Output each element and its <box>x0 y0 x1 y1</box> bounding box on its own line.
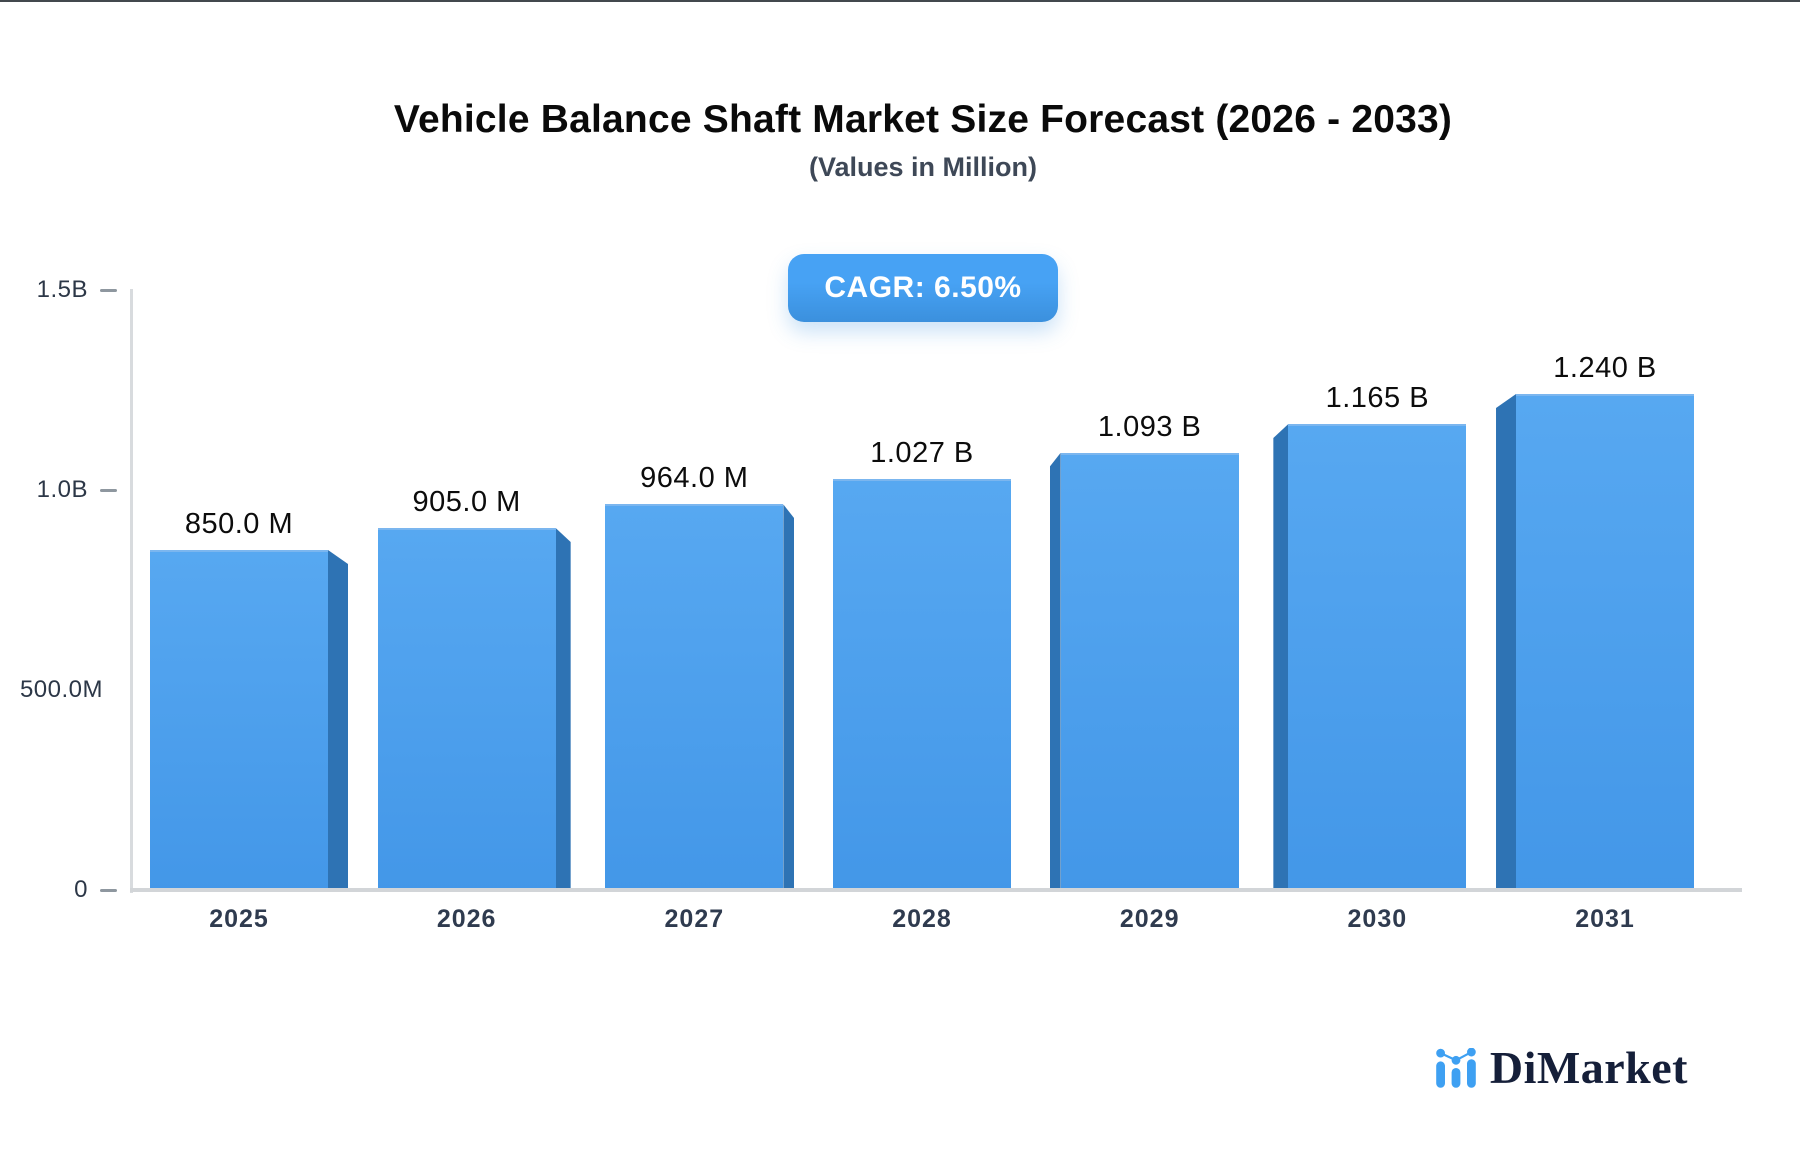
x-axis-label: 2030 <box>1347 905 1408 933</box>
y-axis-tick-mark <box>100 488 117 492</box>
bar <box>377 528 556 892</box>
y-axis-line <box>130 289 133 893</box>
x-axis-label: 2026 <box>436 905 497 933</box>
y-axis-tick-mark <box>100 288 117 292</box>
x-axis-label: 2031 <box>1575 905 1635 933</box>
y-axis-tick-label: 1.5B <box>36 276 88 303</box>
bar-value-label: 850.0 M <box>184 508 294 540</box>
bar-value-label: 964.0 M <box>640 462 749 495</box>
y-axis-tick-label: 0 <box>74 876 88 903</box>
bar <box>605 504 784 892</box>
bar <box>1516 394 1695 892</box>
y-axis-tick-mark <box>100 888 117 892</box>
x-axis-label: 2027 <box>664 905 725 933</box>
chart-title: Vehicle Balance Shaft Market Size Foreca… <box>393 98 1453 141</box>
bar-value-label: 1.165 B <box>1325 382 1430 414</box>
bar <box>1060 452 1239 892</box>
bar-value-label: 1.093 B <box>1097 410 1202 443</box>
bar-side-face <box>783 504 795 892</box>
bar-side-face <box>1496 394 1517 892</box>
chart-subtitle: (Values in Million) <box>808 152 1038 182</box>
bar-chart-logo-icon <box>1436 1048 1476 1088</box>
bar-value-label: 1.240 B <box>1553 352 1657 384</box>
brand-watermark: DiMarket <box>1434 1042 1688 1094</box>
bar <box>1288 424 1467 892</box>
cagr-badge: CAGR: 6.50% <box>788 254 1058 322</box>
x-axis-label: 2029 <box>1119 905 1180 933</box>
x-axis-line <box>130 888 1742 892</box>
y-axis-tick-label: 500.0M <box>19 676 103 703</box>
x-axis-label: 2028 <box>892 905 952 933</box>
bar <box>833 479 1011 892</box>
y-axis-tick-label: 1.0B <box>36 476 88 503</box>
bar-side-face <box>1049 452 1061 892</box>
brand-name: DiMarket <box>1489 1042 1688 1093</box>
bar-side-face <box>328 550 348 892</box>
bar-side-face <box>1273 424 1289 892</box>
bar-value-label: 1.027 B <box>870 437 974 470</box>
cagr-badge-row: CAGR: 6.50% <box>46 254 1800 322</box>
bar <box>150 550 328 892</box>
bar-value-label: 905.0 M <box>412 486 521 518</box>
bar-side-face <box>555 528 571 892</box>
x-axis-label: 2025 <box>209 905 269 933</box>
